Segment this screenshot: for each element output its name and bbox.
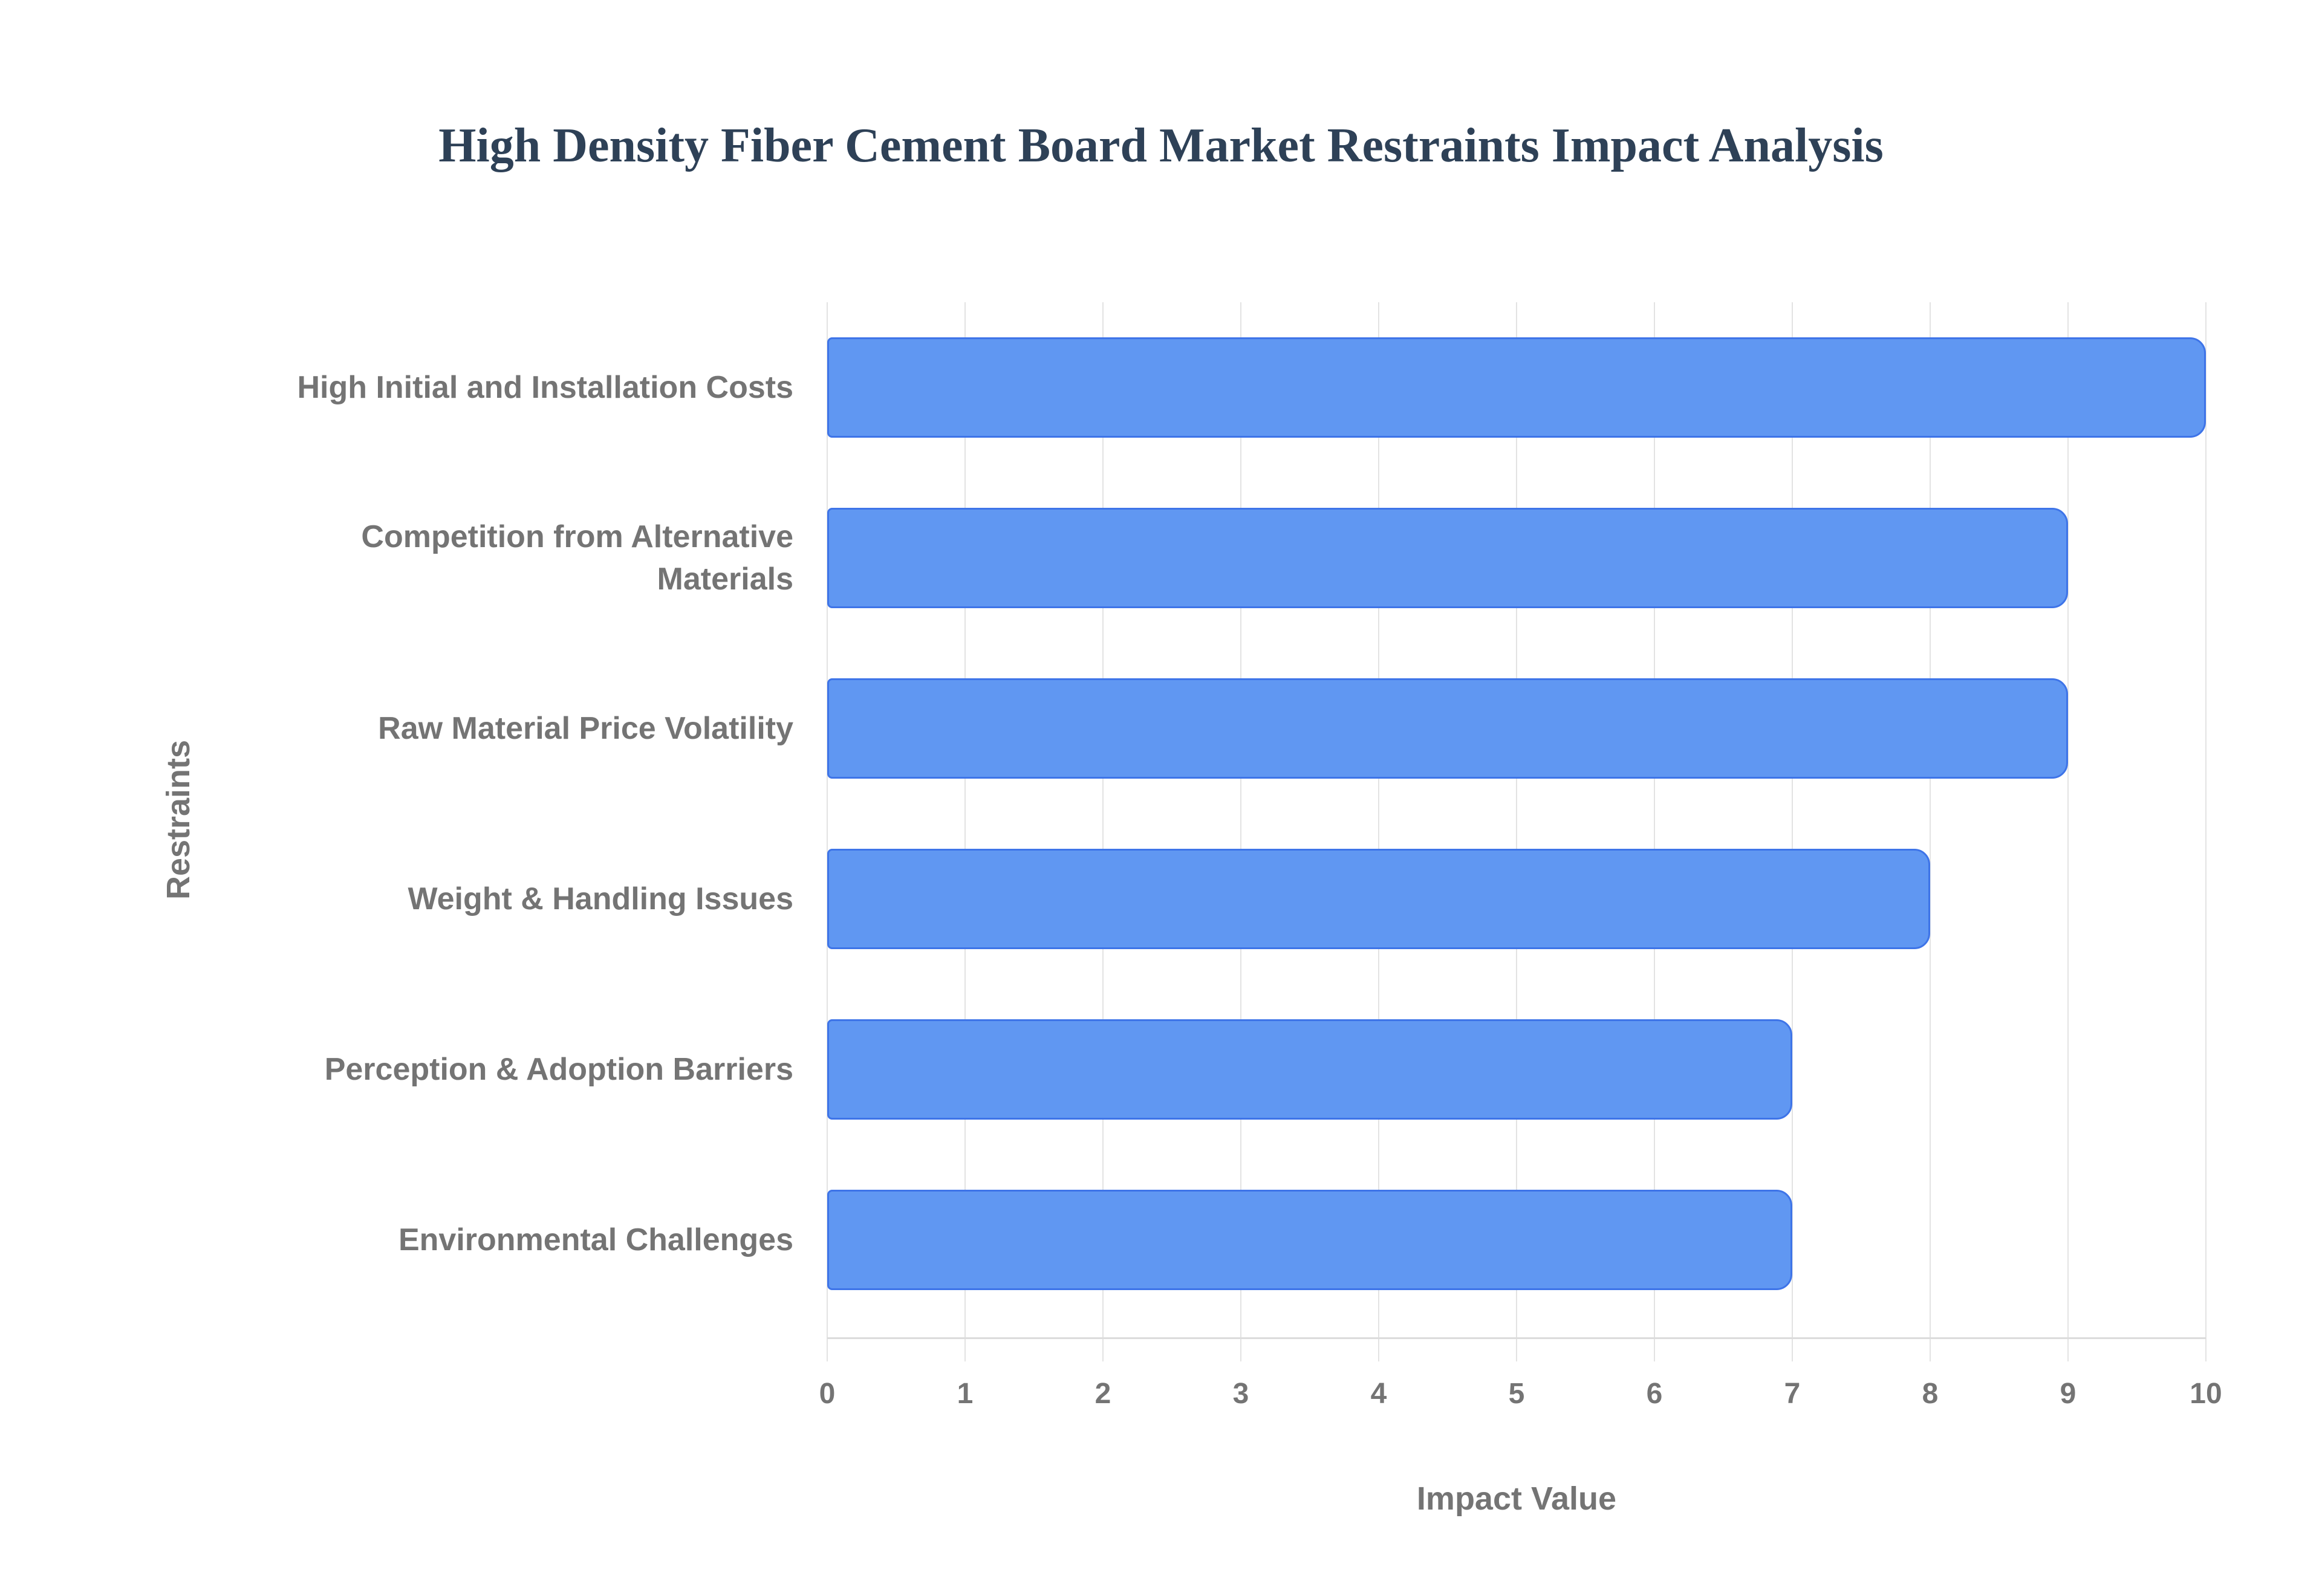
y-axis-title: Restraints	[160, 739, 197, 900]
gridline	[1930, 302, 1931, 1361]
x-tick-label: 6	[1646, 1378, 1663, 1410]
x-tick-label: 2	[1094, 1378, 1111, 1410]
gridline	[1378, 302, 1379, 1361]
x-tick-label: 5	[1508, 1378, 1525, 1410]
gridline	[964, 302, 966, 1361]
category-label: High Initial and Installation Costs	[297, 370, 794, 405]
bar	[827, 508, 2068, 608]
category-label: Perception & Adoption Barriers	[324, 1052, 793, 1087]
gridline	[2067, 302, 2069, 1361]
x-axis-line	[827, 1337, 2206, 1339]
gridline	[1792, 302, 1793, 1361]
gridline	[1240, 302, 1241, 1361]
x-tick-label: 8	[1922, 1378, 1939, 1410]
x-tick-label: 3	[1232, 1378, 1249, 1410]
category-label: Environmental Challenges	[398, 1222, 793, 1257]
gridline	[1654, 302, 1655, 1361]
gridline	[2205, 302, 2207, 1361]
x-tick-label: 0	[819, 1378, 836, 1410]
x-tick-label: 1	[957, 1378, 974, 1410]
bar	[827, 337, 2206, 438]
x-tick-label: 4	[1370, 1378, 1387, 1410]
bar	[827, 1019, 1792, 1120]
bar	[827, 1190, 1792, 1290]
chart-title: High Density Fiber Cement Board Market R…	[438, 119, 1884, 172]
category-label: Competition from Alternative Materials	[361, 519, 793, 597]
bar	[827, 678, 2068, 779]
gridline	[1516, 302, 1517, 1361]
gridline	[827, 302, 828, 1361]
bar	[827, 849, 1930, 949]
x-axis-title: Impact Value	[1416, 1481, 1617, 1517]
category-label: Weight & Handling Issues	[408, 881, 793, 916]
gridline	[1102, 302, 1104, 1361]
x-tick-label: 10	[2190, 1378, 2222, 1410]
category-label: Raw Material Price Volatility	[378, 711, 793, 746]
x-tick-label: 9	[2060, 1378, 2076, 1410]
x-tick-label: 7	[1784, 1378, 1801, 1410]
